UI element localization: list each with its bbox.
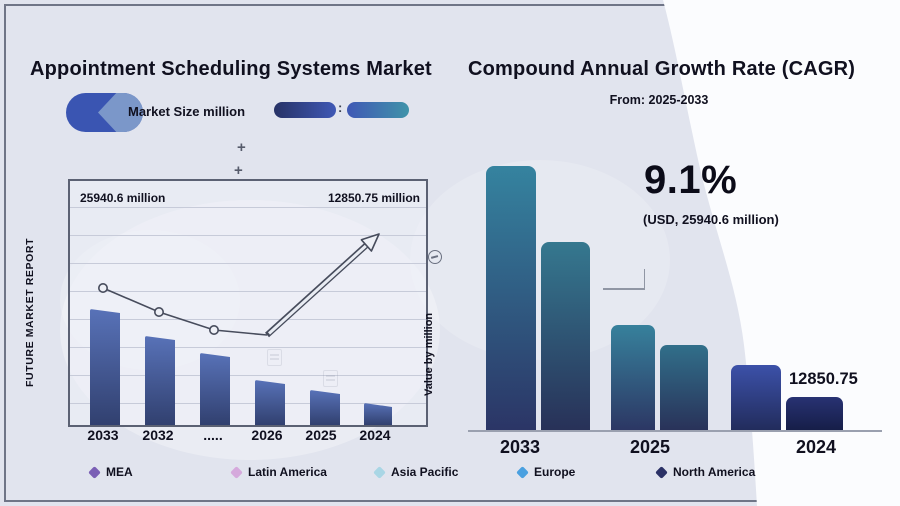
plus-mark-icon: + — [237, 139, 246, 156]
x-label: 2033 — [499, 437, 541, 457]
cagr-bar-2024-b — [786, 397, 843, 430]
market-size-pill-icon — [66, 93, 143, 132]
bar-2032 — [145, 336, 175, 425]
gridline — [70, 263, 426, 264]
right-chart-title: Compound Annual Growth Rate (CAGR) — [468, 58, 856, 80]
cagr-bar-2033-b — [541, 242, 590, 430]
ratio-pill-left-icon — [274, 102, 336, 118]
diamond-icon — [655, 465, 668, 479]
cagr-period: From: 2025-2033 — [609, 93, 709, 107]
cagr-bar-2025-a — [611, 325, 655, 430]
bar-2025 — [310, 390, 340, 425]
gridline — [70, 403, 426, 404]
cagr-bar-2025-b — [660, 345, 708, 430]
ratio-separator: : — [338, 100, 343, 115]
annotation-12850: 12850.75 — [789, 370, 858, 388]
step-bracket — [643, 269, 645, 289]
gridline — [70, 235, 426, 236]
left-chart-title: Appointment Scheduling Systems Market — [30, 58, 432, 80]
value-label-2024: 12850.75 million — [327, 191, 420, 205]
trend-line-and-arrow — [97, 233, 380, 338]
x-label: 2026 — [251, 427, 283, 443]
bar-mid-years — [200, 353, 230, 425]
legend-label: MEA — [106, 465, 133, 479]
bar-2024 — [364, 403, 392, 425]
value-label-2033: 25940.6 million — [80, 191, 166, 205]
cagr-bar-2024-a — [731, 365, 781, 430]
x-label: 2025 — [629, 437, 671, 457]
watermark-icon — [323, 370, 338, 387]
diamond-icon — [373, 465, 386, 479]
legend-item-asia-pacific: Asia Pacific — [373, 464, 459, 480]
legend-item-latin-america: Latin America — [230, 464, 327, 480]
cagr-bar-2033-a — [486, 166, 536, 430]
step-bracket — [603, 288, 645, 290]
plus-mark-icon: + — [234, 162, 243, 179]
watermark-icon — [267, 349, 282, 366]
cagr-context: (USD, 25940.6 million) — [643, 212, 779, 227]
x-label: 2024 — [795, 437, 837, 457]
legend-item-europe: Europe — [516, 464, 576, 480]
legend-label: Asia Pacific — [391, 465, 459, 479]
bar-2026 — [255, 380, 285, 425]
market-size-label: Market Size million — [128, 104, 246, 119]
future-market-report-label: FUTURE MARKET REPORT — [24, 237, 36, 388]
bar-2033 — [90, 309, 120, 425]
cagr-value: 9.1% — [644, 158, 738, 202]
diamond-icon — [88, 465, 101, 479]
gridline — [70, 319, 426, 320]
legend-label: North America — [673, 465, 756, 479]
x-label: 2025 — [305, 427, 337, 443]
gridline — [70, 347, 426, 348]
x-label: 2033 — [87, 427, 119, 443]
x-label: 2032 — [142, 427, 174, 443]
gridline — [70, 207, 426, 208]
diamond-icon — [230, 465, 243, 479]
ratio-pill-right-icon — [347, 102, 409, 118]
gridline — [70, 375, 426, 376]
x-label: ..... — [203, 427, 223, 443]
x-axis-line — [468, 430, 882, 432]
legend-label: Latin America — [248, 465, 327, 479]
diamond-icon — [516, 465, 529, 479]
minus-circle-icon — [428, 250, 442, 264]
market-size-bar-chart: 25940.6 million 12850.75 million — [68, 179, 428, 427]
value-axis-label: Value by million — [423, 312, 435, 397]
legend-item-mea: MEA — [88, 464, 133, 480]
x-label: 2024 — [359, 427, 391, 443]
gridline — [70, 291, 426, 292]
legend-label: Europe — [534, 465, 576, 479]
legend-item-north-america: North America — [655, 464, 756, 480]
